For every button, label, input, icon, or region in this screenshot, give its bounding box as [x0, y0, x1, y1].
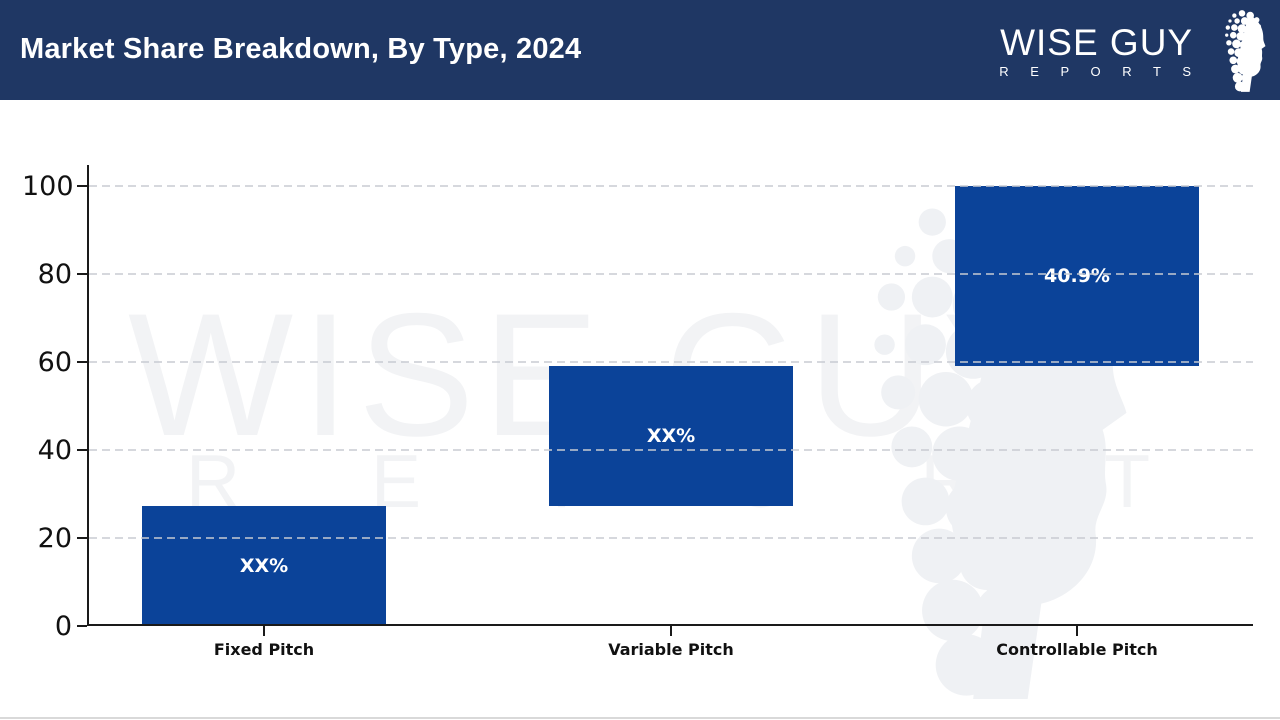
x-tick-mark-1: [670, 626, 672, 636]
x-tick-label-2: Controllable Pitch: [996, 640, 1158, 659]
gridline-60: [89, 361, 1253, 363]
wise-guy-logo: WISE GUY R E P O R T S: [993, 8, 1266, 94]
header-bar: Market Share Breakdown, By Type, 2024 WI…: [0, 0, 1280, 100]
x-tick-label-0: Fixed Pitch: [213, 640, 315, 659]
y-tick-label-20: 20: [37, 523, 72, 554]
x-tick-mark-0: [263, 626, 265, 636]
y-tick-mark-40: [77, 449, 87, 451]
gridline-20: [89, 537, 1253, 539]
bar-controllable-pitch: 40.9%: [955, 186, 1199, 366]
y-tick-label-80: 80: [37, 259, 72, 290]
logo-face-icon: [1225, 10, 1266, 92]
x-tick-label-1: Variable Pitch: [608, 640, 734, 659]
logo-text: WISE GUY R E P O R T S: [993, 24, 1200, 78]
y-axis-line: [87, 165, 89, 626]
bar-value-label: XX%: [239, 555, 289, 578]
y-tick-mark-100: [77, 185, 87, 187]
gridline-40: [89, 449, 1253, 451]
gridline-100: [89, 185, 1253, 187]
y-tick-mark-80: [77, 273, 87, 275]
y-tick-mark-0: [77, 625, 87, 627]
logo-wordmark: WISE GUY: [1000, 22, 1194, 63]
bar-value-label: XX%: [646, 425, 696, 448]
page-title: Market Share Breakdown, By Type, 2024: [20, 33, 582, 65]
y-tick-label-60: 60: [37, 347, 72, 378]
y-tick-label-0: 0: [54, 611, 72, 642]
gridline-80: [89, 273, 1253, 275]
bar-variable-pitch: XX%: [549, 365, 793, 507]
x-tick-mark-2: [1076, 626, 1078, 636]
bar-fixed-pitch: XX%: [142, 506, 386, 626]
logo-reports-text: R E P O R T S: [999, 64, 1200, 79]
bar-value-label: 40.9%: [1044, 264, 1110, 287]
y-tick-mark-20: [77, 537, 87, 539]
footer-divider: [0, 717, 1280, 719]
y-tick-mark-60: [77, 361, 87, 363]
y-tick-label-40: 40: [37, 435, 72, 466]
y-tick-label-100: 100: [22, 171, 74, 202]
x-axis-line: [87, 624, 1253, 626]
